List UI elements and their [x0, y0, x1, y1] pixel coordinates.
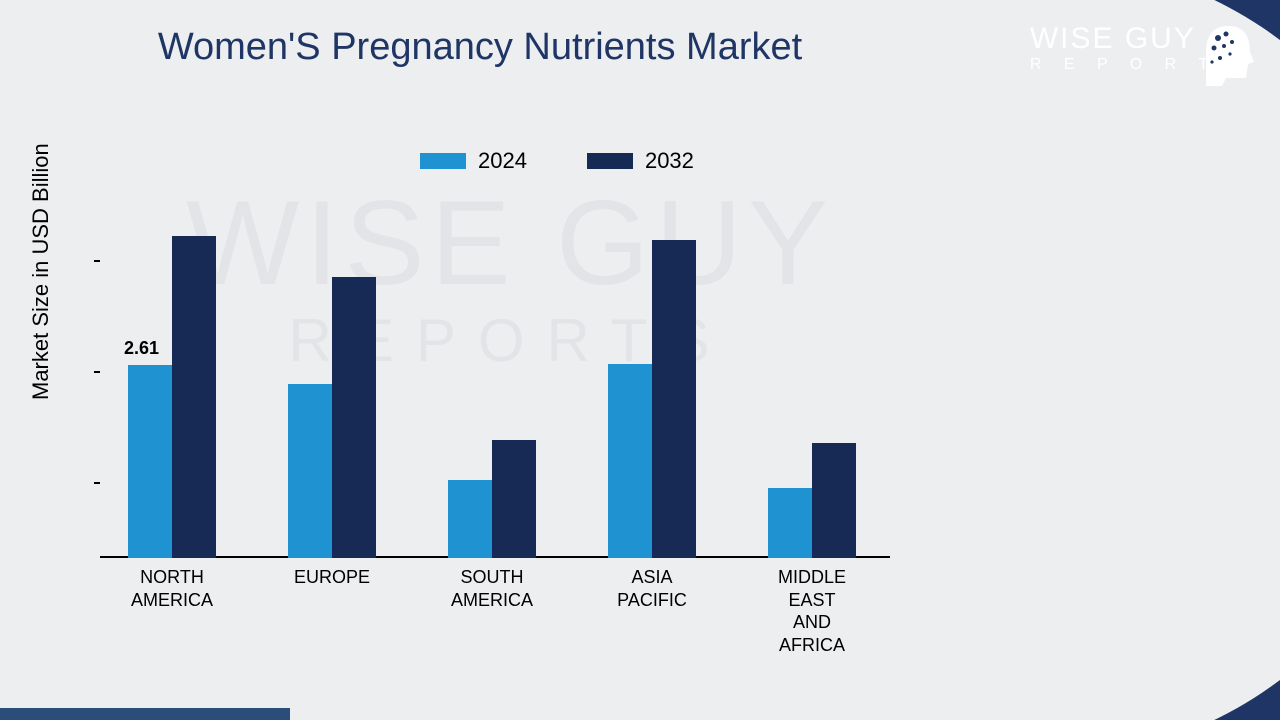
y-tick — [94, 371, 100, 373]
category-label: MIDDLE EAST AND AFRICA — [778, 558, 846, 656]
bar-2024 — [448, 480, 492, 558]
bar-group: NORTH AMERICA — [128, 236, 216, 558]
bar-2032 — [172, 236, 216, 558]
bottom-accent-strip — [0, 708, 290, 720]
chart-canvas: WISE GUY R E P O R T S Women'S Pregnancy… — [0, 0, 1280, 720]
bar-group: ASIA PACIFIC — [608, 240, 696, 558]
bar-2024 — [288, 384, 332, 558]
category-label: ASIA PACIFIC — [617, 558, 687, 611]
chart-title: Women'S Pregnancy Nutrients Market — [60, 26, 900, 69]
legend-item-2032: 2032 — [587, 148, 694, 174]
category-label: EUROPE — [294, 558, 370, 589]
legend-item-2024: 2024 — [420, 148, 527, 174]
bar-2024 — [608, 364, 652, 558]
bar-2032 — [492, 440, 536, 558]
legend-label-2032: 2032 — [645, 148, 694, 174]
y-axis-label: Market Size in USD Billion — [28, 143, 54, 400]
plot-area: NORTH AMERICA EUROPE SOUTH AMERICA ASIA PAC… — [100, 188, 890, 558]
y-tick — [94, 260, 100, 262]
brand-logo: WISE GUY R E P O R T S — [1030, 22, 1250, 74]
bar-2032 — [332, 277, 376, 558]
bar-2024 — [768, 488, 812, 558]
bar-group: EUROPE — [288, 277, 376, 558]
legend-swatch-2024 — [420, 153, 466, 169]
legend: 2024 2032 — [420, 148, 694, 174]
bar-2024 — [128, 365, 172, 558]
bar-group: MIDDLE EAST AND AFRICA — [768, 443, 856, 558]
bar-2032 — [652, 240, 696, 558]
y-tick — [94, 482, 100, 484]
value-label: 2.61 — [124, 338, 159, 359]
bar-group: SOUTH AMERICA — [448, 440, 536, 558]
brand-head-icon — [1196, 18, 1256, 88]
category-label: SOUTH AMERICA — [451, 558, 533, 611]
bar-2032 — [812, 443, 856, 558]
legend-label-2024: 2024 — [478, 148, 527, 174]
legend-swatch-2032 — [587, 153, 633, 169]
category-label: NORTH AMERICA — [131, 558, 213, 611]
